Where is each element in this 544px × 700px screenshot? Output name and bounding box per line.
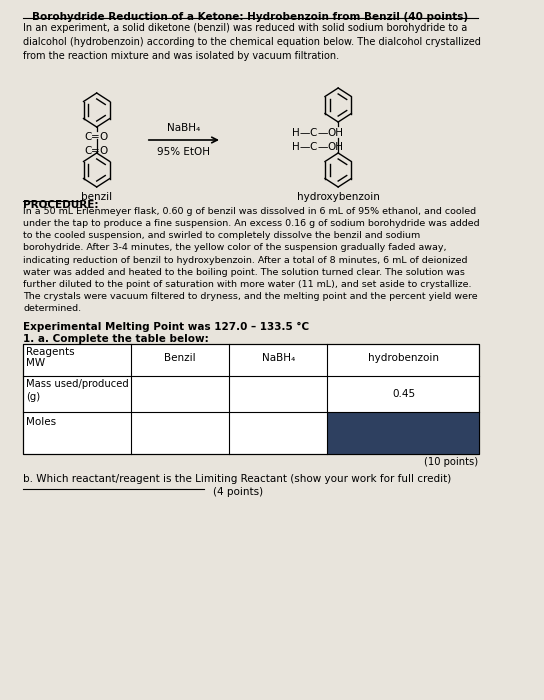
- Text: benzil: benzil: [81, 192, 112, 202]
- Text: C: C: [310, 142, 317, 152]
- Text: hydroxybenzoin: hydroxybenzoin: [296, 192, 380, 202]
- Text: (10 points): (10 points): [424, 457, 478, 467]
- Text: 95% EtOH: 95% EtOH: [157, 147, 210, 157]
- Text: OH: OH: [327, 142, 343, 152]
- Text: =: =: [90, 132, 99, 142]
- Text: C: C: [84, 132, 91, 142]
- Text: Mass used/produced
(g): Mass used/produced (g): [26, 379, 129, 402]
- Text: OH: OH: [327, 128, 343, 138]
- Text: O: O: [100, 146, 108, 156]
- Text: 1. a. Complete the table below:: 1. a. Complete the table below:: [23, 334, 209, 344]
- Text: MW: MW: [26, 358, 45, 368]
- Text: b. Which reactant/reagent is the Limiting Reactant (show your work for full cred: b. Which reactant/reagent is the Limitin…: [23, 474, 452, 484]
- Text: NaBH₄: NaBH₄: [262, 353, 295, 363]
- Text: Moles: Moles: [26, 417, 56, 427]
- Text: In an experiment, a solid diketone (benzil) was reduced with solid sodium borohy: In an experiment, a solid diketone (benz…: [23, 23, 481, 61]
- Text: In a 50 mL Erlenmeyer flask, 0.60 g of benzil was dissolved in 6 mL of 95% ethan: In a 50 mL Erlenmeyer flask, 0.60 g of b…: [23, 207, 480, 313]
- Text: Experimental Melting Point was 127.0 – 133.5 °C: Experimental Melting Point was 127.0 – 1…: [23, 322, 310, 332]
- Text: NaBH₄: NaBH₄: [167, 123, 200, 133]
- Text: —: —: [300, 142, 310, 152]
- Text: PROCEDURE:: PROCEDURE:: [23, 200, 99, 210]
- Text: C: C: [84, 146, 91, 156]
- Text: 0.45: 0.45: [392, 389, 415, 399]
- Text: =: =: [90, 146, 99, 156]
- Text: H: H: [292, 128, 299, 138]
- Bar: [23, 344, 479, 454]
- Text: Benzil: Benzil: [164, 353, 196, 363]
- Text: hydrobenzoin: hydrobenzoin: [368, 353, 439, 363]
- Text: —: —: [318, 142, 328, 152]
- Text: Reagents: Reagents: [26, 347, 75, 357]
- Text: —: —: [300, 128, 310, 138]
- Text: —: —: [318, 128, 328, 138]
- Text: H: H: [292, 142, 299, 152]
- Bar: [23, 344, 479, 454]
- Text: C: C: [310, 128, 317, 138]
- Text: Borohydride Reduction of a Ketone: Hydrobenzoin from Benzil (40 points): Borohydride Reduction of a Ketone: Hydro…: [33, 12, 468, 22]
- Text: O: O: [100, 132, 108, 142]
- Text: (4 points): (4 points): [213, 487, 263, 497]
- Bar: [327, 412, 479, 454]
